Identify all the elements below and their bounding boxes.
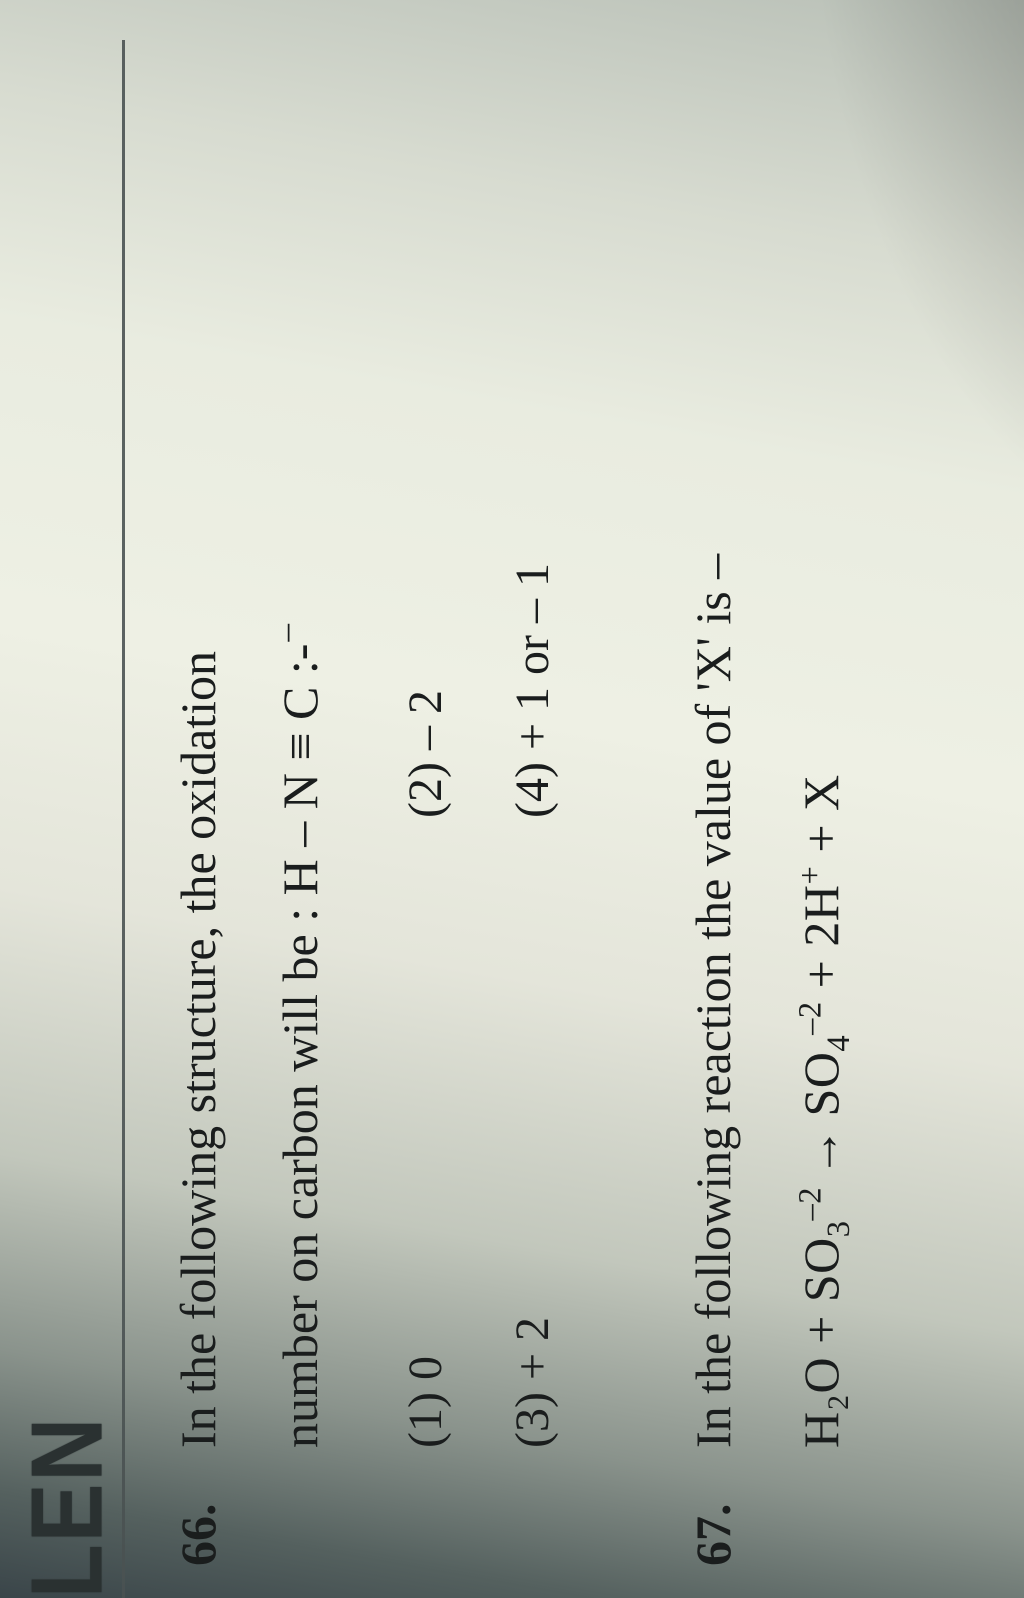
question-67-number: 67. bbox=[680, 1504, 748, 1567]
option-66-2: (2) – 2 bbox=[394, 268, 459, 818]
option-66-1: (1) 0 bbox=[394, 898, 459, 1448]
question-67-line1: In the following reaction the value of '… bbox=[680, 88, 748, 1448]
option-66-4: (4) + 1 or – 1 bbox=[501, 268, 566, 818]
question-66-line2-suffix: C :- bbox=[272, 644, 328, 733]
triple-bond: ≡ bbox=[272, 732, 328, 760]
question-67-equation: H₂O + SO3–2→SO4–2 + 2H+ + X bbox=[788, 88, 862, 1448]
question-67: 67. In the following reaction the value … bbox=[680, 88, 861, 1448]
eq-rest: ₂O + SO3–2→SO4–2 + 2H+ + X bbox=[793, 774, 849, 1411]
question-66-number: 66. bbox=[165, 1504, 233, 1567]
question-66: 66. In the following structure, the oxid… bbox=[165, 88, 566, 1448]
header-label: LEN bbox=[0, 1416, 136, 1598]
page-rotation-wrapper: LEN 66. In the following structure, the … bbox=[0, 574, 1024, 1598]
carbanion-minus: – bbox=[266, 624, 305, 644]
header-rule bbox=[122, 40, 125, 1598]
question-66-line2-prefix: number on carbon will be : H – N bbox=[272, 761, 328, 1448]
question-66-line2: number on carbon will be : H – N ≡ C :-– bbox=[267, 88, 335, 1448]
paper-surface: LEN 66. In the following structure, the … bbox=[0, 0, 1024, 1598]
eq-lead-H: H bbox=[793, 1411, 849, 1448]
question-66-line1: In the following structure, the oxidatio… bbox=[165, 88, 233, 1448]
question-66-options: (1) 0 (2) – 2 (3) + 2 (4) + 1 or – 1 bbox=[394, 268, 566, 1448]
question-67-text: In the following reaction the value of '… bbox=[680, 88, 861, 1448]
question-66-text: In the following structure, the oxidatio… bbox=[165, 88, 334, 1448]
option-66-3: (3) + 2 bbox=[501, 898, 566, 1448]
